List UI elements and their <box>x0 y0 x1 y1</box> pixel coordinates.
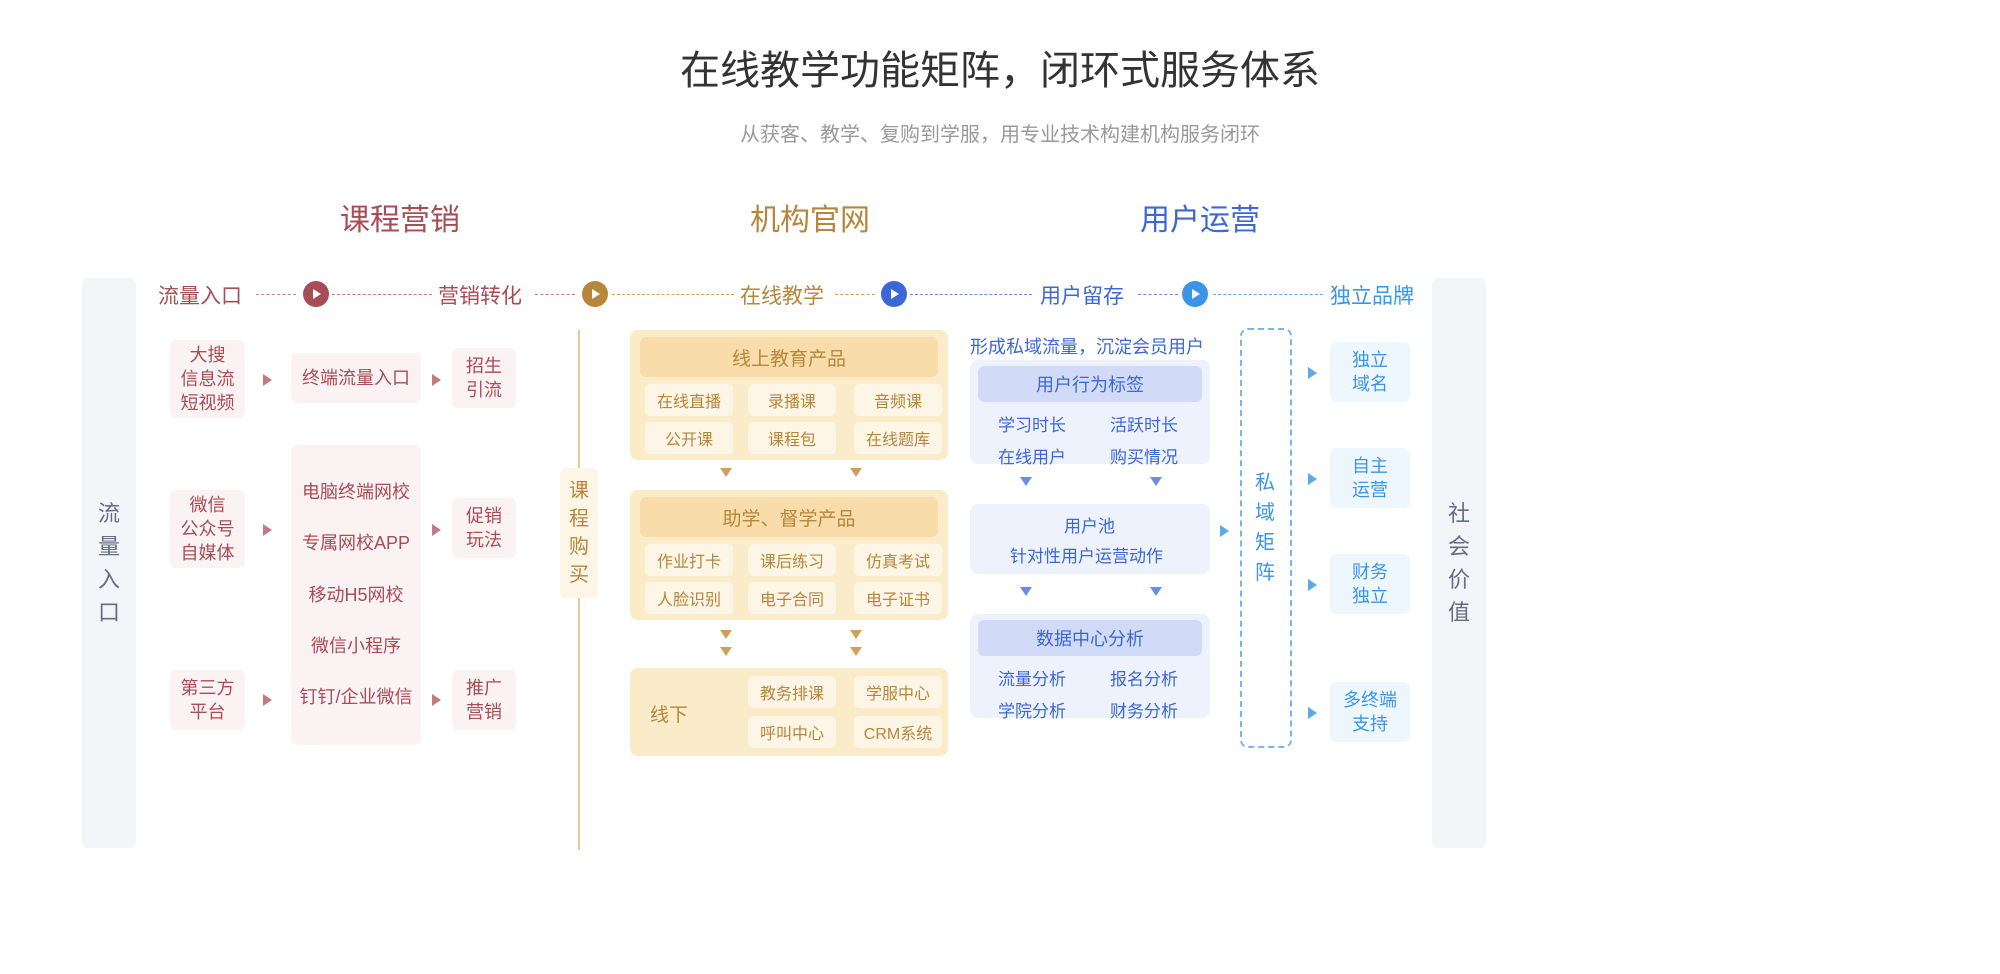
red-right-2: 推广营销 <box>452 670 516 730</box>
red-source-1: 微信公众号自媒体 <box>170 490 245 568</box>
blue-panel-3-header: 数据中心分析 <box>978 620 1202 656</box>
arrow-right-icon <box>263 524 272 536</box>
orange-tag-2-4: 电子合同 <box>748 582 836 614</box>
arrow-right-icon <box>432 524 441 536</box>
connector-dash <box>910 294 1032 295</box>
play-icon <box>303 281 329 307</box>
section-header: 机构官网 <box>710 195 910 239</box>
lightblue-box-2: 财务独立 <box>1330 554 1410 614</box>
arrow-right-icon <box>1308 367 1317 379</box>
orange-tag-2-1: 课后练习 <box>748 544 836 576</box>
red-right-0: 招生引流 <box>452 348 516 408</box>
arrow-down-icon <box>1150 587 1162 596</box>
arrow-down-icon <box>1020 587 1032 596</box>
arrow-right-icon <box>263 374 272 386</box>
connector-dash <box>535 294 575 295</box>
sub-header: 在线教学 <box>740 280 824 310</box>
orange-tag-2-5: 电子证书 <box>854 582 942 614</box>
right-pillar: 社会价值 <box>1432 278 1486 848</box>
orange-tag-1-3: 公开课 <box>645 422 733 454</box>
sub-header: 营销转化 <box>438 280 522 310</box>
blue-caption: 形成私域流量，沉淀会员用户 <box>970 333 1204 359</box>
arrow-down-icon <box>850 630 862 639</box>
blue-item-3-2: 学院分析 <box>998 697 1066 722</box>
arrow-down-icon <box>720 468 732 477</box>
orange-panel-2-header: 助学、督学产品 <box>640 497 938 537</box>
blue-item-1-3: 购买情况 <box>1110 443 1178 468</box>
blue-item-3-1: 报名分析 <box>1110 665 1178 690</box>
arrow-down-icon <box>720 630 732 639</box>
connector-dash <box>612 294 734 295</box>
blue-item-2-1: 针对性用户运营动作 <box>1010 542 1163 567</box>
page-subtitle: 从获客、教学、复购到学服，用专业技术构建机构服务闭环 <box>0 118 2000 147</box>
orange-tag-3-2: 呼叫中心 <box>748 716 836 748</box>
orange-panel-1-header: 线上教育产品 <box>640 337 938 377</box>
arrow-down-icon <box>850 468 862 477</box>
arrow-right-icon <box>432 694 441 706</box>
red-source-2: 第三方平台 <box>170 670 245 730</box>
arrow-down-icon <box>1020 477 1032 486</box>
sub-header: 用户留存 <box>1040 280 1124 310</box>
sub-header: 流量入口 <box>158 280 242 310</box>
play-icon <box>881 281 907 307</box>
lightblue-box-0: 独立域名 <box>1330 342 1410 402</box>
connector-dash <box>332 294 432 295</box>
arrow-right-icon <box>1220 525 1229 537</box>
blue-item-1-2: 在线用户 <box>998 443 1066 468</box>
orange-tag-1-2: 音频课 <box>854 384 942 416</box>
arrow-right-icon <box>432 374 441 386</box>
orange-tag-1-5: 在线题库 <box>854 422 942 454</box>
left-pillar: 流量入口 <box>82 278 136 848</box>
lightblue-box-3: 多终端支持 <box>1330 682 1410 742</box>
page-title: 在线教学功能矩阵，闭环式服务体系 <box>0 38 2000 96</box>
play-icon <box>1182 281 1208 307</box>
orange-tag-1-4: 课程包 <box>748 422 836 454</box>
orange-pillar: 课程购买 <box>560 468 598 598</box>
lightblue-pillar-text: 私域矩阵 <box>1255 468 1275 588</box>
arrow-down-icon <box>850 647 862 656</box>
blue-item-1-1: 活跃时长 <box>1110 411 1178 436</box>
red-mid-list: 电脑终端网校专属网校APP移动H5网校微信小程序钉钉/企业微信 <box>291 445 421 745</box>
blue-item-2-0: 用户池 <box>1064 512 1115 537</box>
blue-item-1-0: 学习时长 <box>998 411 1066 436</box>
orange-tag-3-1: 学服中心 <box>854 676 942 708</box>
arrow-right-icon <box>263 694 272 706</box>
arrow-right-icon <box>1308 473 1317 485</box>
sub-header: 独立品牌 <box>1330 280 1414 310</box>
orange-panel-3-label: 线下 <box>650 700 688 727</box>
blue-item-3-3: 财务分析 <box>1110 697 1178 722</box>
connector-dash <box>835 294 875 295</box>
orange-tag-2-0: 作业打卡 <box>645 544 733 576</box>
blue-item-3-0: 流量分析 <box>998 665 1066 690</box>
red-right-1: 促销玩法 <box>452 498 516 558</box>
lightblue-box-1: 自主运营 <box>1330 448 1410 508</box>
orange-tag-2-3: 人脸识别 <box>645 582 733 614</box>
play-icon <box>582 281 608 307</box>
blue-panel-1-header: 用户行为标签 <box>978 366 1202 402</box>
orange-tag-1-1: 录播课 <box>748 384 836 416</box>
red-mid-top: 终端流量入口 <box>291 353 421 403</box>
arrow-down-icon <box>1150 477 1162 486</box>
arrow-right-icon <box>1308 579 1317 591</box>
section-header: 课程营销 <box>300 195 500 239</box>
orange-tag-1-0: 在线直播 <box>645 384 733 416</box>
red-source-0: 大搜信息流短视频 <box>170 340 245 418</box>
connector-dash <box>1213 294 1323 295</box>
arrow-down-icon <box>720 647 732 656</box>
arrow-right-icon <box>1308 707 1317 719</box>
connector-dash <box>1138 294 1178 295</box>
orange-tag-3-0: 教务排课 <box>748 676 836 708</box>
connector-dash <box>256 294 296 295</box>
orange-tag-3-3: CRM系统 <box>854 716 942 748</box>
orange-tag-2-2: 仿真考试 <box>854 544 942 576</box>
section-header: 用户运营 <box>1100 195 1300 239</box>
